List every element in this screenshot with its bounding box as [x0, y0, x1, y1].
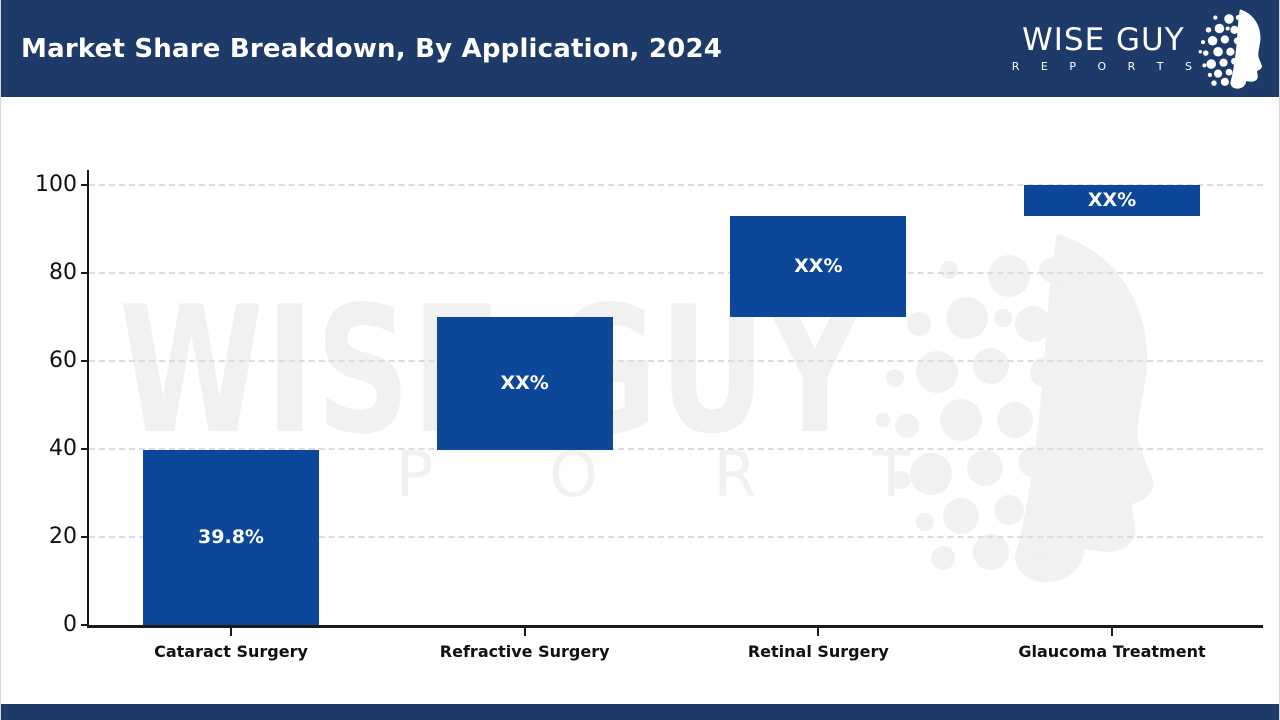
bar-value-label: 39.8% [198, 526, 264, 549]
watermark-text-secondary: P O R T S [396, 438, 1114, 511]
logo-wordmark: WISE GUY R E P O R T S [1006, 21, 1201, 73]
y-axis-tick-label: 40 [49, 436, 77, 461]
gridline-20 [89, 536, 1263, 538]
bar-value-label: XX% [1087, 189, 1137, 212]
y-axis-line [87, 170, 89, 628]
bar-retinal-surgery: XX% [730, 215, 907, 317]
bar-refractive-surgery: XX% [436, 317, 613, 450]
brand-logo: WISE GUY R E P O R T S [1006, 8, 1267, 90]
y-axis-tick-label: 80 [49, 260, 77, 285]
y-axis-tick-mark [81, 272, 89, 274]
y-axis-tick-label: 100 [35, 172, 77, 197]
bar-glaucoma-treatment: XX% [1024, 185, 1200, 216]
y-axis-tick-label: 0 [63, 612, 77, 637]
y-axis-tick-mark [81, 624, 89, 626]
x-axis-category-label: Glaucoma Treatment [1018, 642, 1206, 661]
x-axis-tick-mark [1111, 628, 1113, 636]
y-axis-tick-label: 20 [49, 524, 77, 549]
logo-line1: WISE GUY [1022, 21, 1185, 58]
x-axis-category-label: Retinal Surgery [747, 642, 889, 661]
x-axis-tick-mark [230, 628, 232, 636]
y-axis-tick-mark [81, 184, 89, 186]
face-logo-icon [1191, 8, 1267, 90]
gridline-60 [89, 360, 1263, 362]
y-axis-tick-label: 60 [49, 348, 77, 373]
gridline-100 [89, 184, 1263, 186]
bar-cataract-surgery: 39.8% [143, 449, 319, 625]
y-axis-tick-mark [81, 536, 89, 538]
header: Market Share Breakdown, By Application, … [1, 0, 1279, 97]
page-title: Market Share Breakdown, By Application, … [21, 33, 723, 64]
x-axis-tick-mark [817, 628, 820, 636]
x-axis-tick-mark [523, 628, 526, 636]
gridline-80 [89, 272, 1263, 274]
y-axis-tick-mark [81, 448, 89, 450]
gridline-40 [89, 448, 1263, 450]
x-axis-category-label: Refractive Surgery [439, 642, 610, 661]
bar-value-label: XX% [794, 255, 843, 278]
logo-line2: R E P O R T S [1011, 59, 1201, 73]
y-axis-tick-mark [81, 360, 89, 362]
bar-value-label: XX% [500, 372, 549, 395]
footer-bar [1, 704, 1279, 720]
x-axis-category-label: Cataract Surgery [154, 642, 308, 661]
x-axis-line [87, 625, 1263, 628]
